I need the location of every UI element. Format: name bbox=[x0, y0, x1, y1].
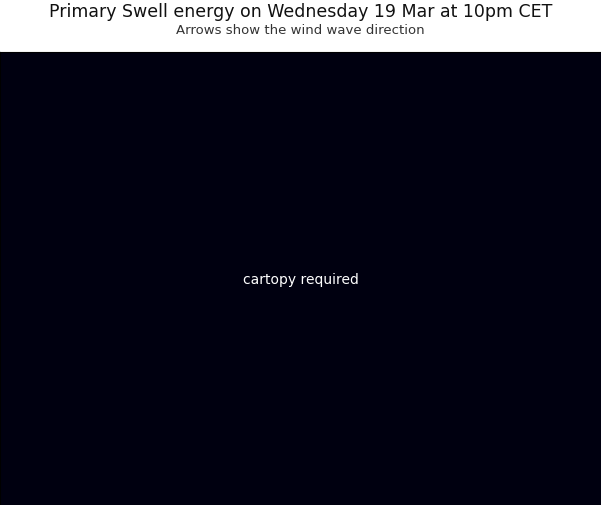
Text: cartopy required: cartopy required bbox=[243, 272, 358, 286]
Text: Arrows show the wind wave direction: Arrows show the wind wave direction bbox=[176, 24, 425, 37]
Text: Primary Swell energy on Wednesday 19 Mar at 10pm CET: Primary Swell energy on Wednesday 19 Mar… bbox=[49, 3, 552, 21]
